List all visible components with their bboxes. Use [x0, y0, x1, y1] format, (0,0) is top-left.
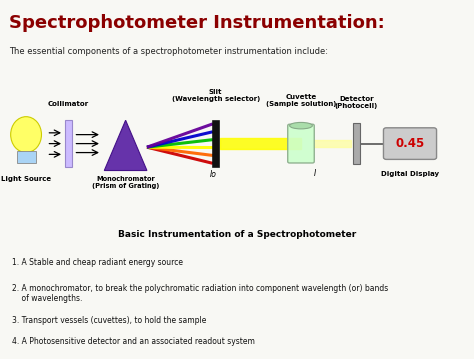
Text: 0.45: 0.45: [395, 137, 425, 150]
Text: Detector
(Photocell): Detector (Photocell): [335, 96, 378, 109]
Ellipse shape: [10, 117, 42, 153]
Text: Light Source: Light Source: [1, 176, 51, 182]
Bar: [17, 151, 36, 163]
Text: Cuvette
(Sample solution): Cuvette (Sample solution): [266, 94, 336, 107]
Polygon shape: [104, 120, 147, 171]
Text: Io: Io: [210, 170, 217, 179]
Text: 3. Transport vessels (cuvettes), to hold the sample: 3. Transport vessels (cuvettes), to hold…: [12, 316, 206, 325]
Bar: [65, 120, 72, 167]
Text: Slit
(Wavelength selector): Slit (Wavelength selector): [172, 89, 260, 102]
Ellipse shape: [290, 122, 312, 129]
Text: 1. A Stable and cheap radiant energy source: 1. A Stable and cheap radiant energy sou…: [12, 258, 183, 267]
Text: Digital Display: Digital Display: [381, 171, 439, 177]
FancyBboxPatch shape: [383, 128, 437, 159]
Text: Monochromator
(Prism of Grating): Monochromator (Prism of Grating): [92, 177, 159, 190]
Text: Basic Instrumentation of a Spectrophotometer: Basic Instrumentation of a Spectrophotom…: [118, 230, 356, 239]
FancyBboxPatch shape: [288, 124, 314, 163]
Text: Collimator: Collimator: [48, 101, 89, 107]
Text: 4. A Photosensitive detector and an associated readout system: 4. A Photosensitive detector and an asso…: [12, 337, 255, 346]
Text: 2. A monochromator, to break the polychromatic radiation into component waveleng: 2. A monochromator, to break the polychr…: [12, 284, 388, 303]
Text: I: I: [314, 169, 316, 178]
Text: Spectrophotometer Instrumentation:: Spectrophotometer Instrumentation:: [9, 14, 385, 32]
Text: The essential components of a spectrophotometer instrumentation include:: The essential components of a spectropho…: [9, 47, 328, 56]
Bar: [212, 120, 219, 167]
Bar: [353, 123, 360, 164]
